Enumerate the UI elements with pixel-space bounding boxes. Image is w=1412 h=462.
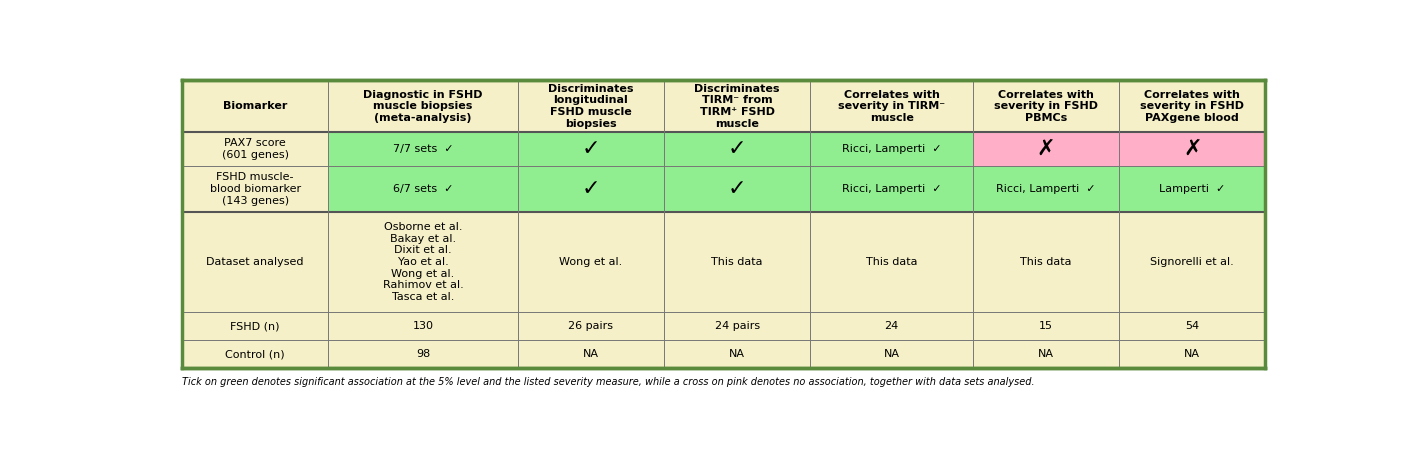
Text: NA: NA	[583, 349, 599, 359]
Bar	[518, 80, 664, 132]
Text: Wong et al.: Wong et al.	[559, 257, 623, 267]
Text: 24 pairs: 24 pairs	[714, 322, 760, 331]
Bar	[518, 212, 664, 312]
Bar	[1120, 212, 1265, 312]
Bar	[664, 340, 810, 369]
Text: This data: This data	[1021, 257, 1072, 267]
Text: NA: NA	[1038, 349, 1053, 359]
Bar	[810, 132, 973, 166]
Bar	[1120, 340, 1265, 369]
Text: NA: NA	[884, 349, 899, 359]
Text: 7/7 sets  ✓: 7/7 sets ✓	[393, 144, 453, 154]
Text: ✓: ✓	[582, 139, 600, 159]
Text: This data: This data	[866, 257, 918, 267]
Text: Osborne et al.
Bakay et al.
Dixit et al.
Yao et al.
Wong et al.
Rahimov et al.
T: Osborne et al. Bakay et al. Dixit et al.…	[383, 222, 463, 302]
Text: Lamperti  ✓: Lamperti ✓	[1159, 184, 1226, 194]
Text: Ricci, Lamperti  ✓: Ricci, Lamperti ✓	[842, 144, 942, 154]
Bar	[810, 166, 973, 212]
Bar	[182, 166, 328, 212]
Bar	[328, 312, 518, 340]
Bar	[973, 166, 1120, 212]
Bar	[1120, 166, 1265, 212]
Text: FSHD muscle-
blood biomarker
(143 genes): FSHD muscle- blood biomarker (143 genes)	[209, 172, 301, 206]
Text: Control (n): Control (n)	[226, 349, 285, 359]
Text: Ricci, Lamperti  ✓: Ricci, Lamperti ✓	[995, 184, 1096, 194]
Text: Ricci, Lamperti  ✓: Ricci, Lamperti ✓	[842, 184, 942, 194]
Bar	[810, 80, 973, 132]
Text: ✗: ✗	[1183, 139, 1202, 159]
Bar	[810, 212, 973, 312]
Bar	[664, 80, 810, 132]
Text: ✓: ✓	[727, 139, 747, 159]
Text: NA: NA	[729, 349, 746, 359]
Bar	[1120, 312, 1265, 340]
Bar	[664, 132, 810, 166]
Bar	[518, 312, 664, 340]
Bar	[810, 340, 973, 369]
Text: ✓: ✓	[727, 179, 747, 199]
Text: ✓: ✓	[582, 179, 600, 199]
Bar	[973, 312, 1120, 340]
Bar	[973, 212, 1120, 312]
Bar	[328, 340, 518, 369]
Text: Correlates with
severity in FSHD
PBMCs: Correlates with severity in FSHD PBMCs	[994, 90, 1099, 123]
Bar	[973, 340, 1120, 369]
Text: 15: 15	[1039, 322, 1053, 331]
Text: ✗: ✗	[1036, 139, 1055, 159]
Text: 26 pairs: 26 pairs	[569, 322, 613, 331]
Text: Tick on green denotes significant association at the 5% level and the listed sev: Tick on green denotes significant associ…	[182, 377, 1035, 387]
Bar	[518, 340, 664, 369]
Text: Correlates with
severity in FSHD
PAXgene blood: Correlates with severity in FSHD PAXgene…	[1141, 90, 1244, 123]
Text: Discriminates
longitudinal
FSHD muscle
biopsies: Discriminates longitudinal FSHD muscle b…	[548, 84, 634, 128]
Bar	[664, 312, 810, 340]
Text: NA: NA	[1185, 349, 1200, 359]
Bar	[518, 166, 664, 212]
Bar	[182, 80, 328, 132]
Bar	[182, 312, 328, 340]
Text: Correlates with
severity in TIRM⁻
muscle: Correlates with severity in TIRM⁻ muscle	[837, 90, 945, 123]
Text: PAX7 score
(601 genes): PAX7 score (601 genes)	[222, 138, 288, 160]
Bar	[810, 312, 973, 340]
Bar	[664, 166, 810, 212]
Bar	[328, 80, 518, 132]
Bar	[182, 340, 328, 369]
Text: Dataset analysed: Dataset analysed	[206, 257, 304, 267]
Bar	[973, 80, 1120, 132]
Bar	[182, 212, 328, 312]
Bar	[1120, 132, 1265, 166]
Bar	[664, 212, 810, 312]
Text: 98: 98	[417, 349, 431, 359]
Bar	[328, 132, 518, 166]
Text: Signorelli et al.: Signorelli et al.	[1151, 257, 1234, 267]
Text: 24: 24	[884, 322, 898, 331]
Bar	[328, 166, 518, 212]
Bar	[328, 212, 518, 312]
Text: 54: 54	[1185, 322, 1199, 331]
Bar	[973, 132, 1120, 166]
Text: Discriminates
TIRM⁻ from
TIRM⁺ FSHD
muscle: Discriminates TIRM⁻ from TIRM⁺ FSHD musc…	[695, 84, 779, 128]
Text: This data: This data	[712, 257, 762, 267]
Text: Biomarker: Biomarker	[223, 101, 287, 111]
Text: 6/7 sets  ✓: 6/7 sets ✓	[393, 184, 453, 194]
Bar	[182, 132, 328, 166]
Bar	[518, 132, 664, 166]
Text: Diagnostic in FSHD
muscle biopsies
(meta-analysis): Diagnostic in FSHD muscle biopsies (meta…	[363, 90, 483, 123]
Text: FSHD (n): FSHD (n)	[230, 322, 280, 331]
Text: 130: 130	[412, 322, 433, 331]
Bar	[1120, 80, 1265, 132]
